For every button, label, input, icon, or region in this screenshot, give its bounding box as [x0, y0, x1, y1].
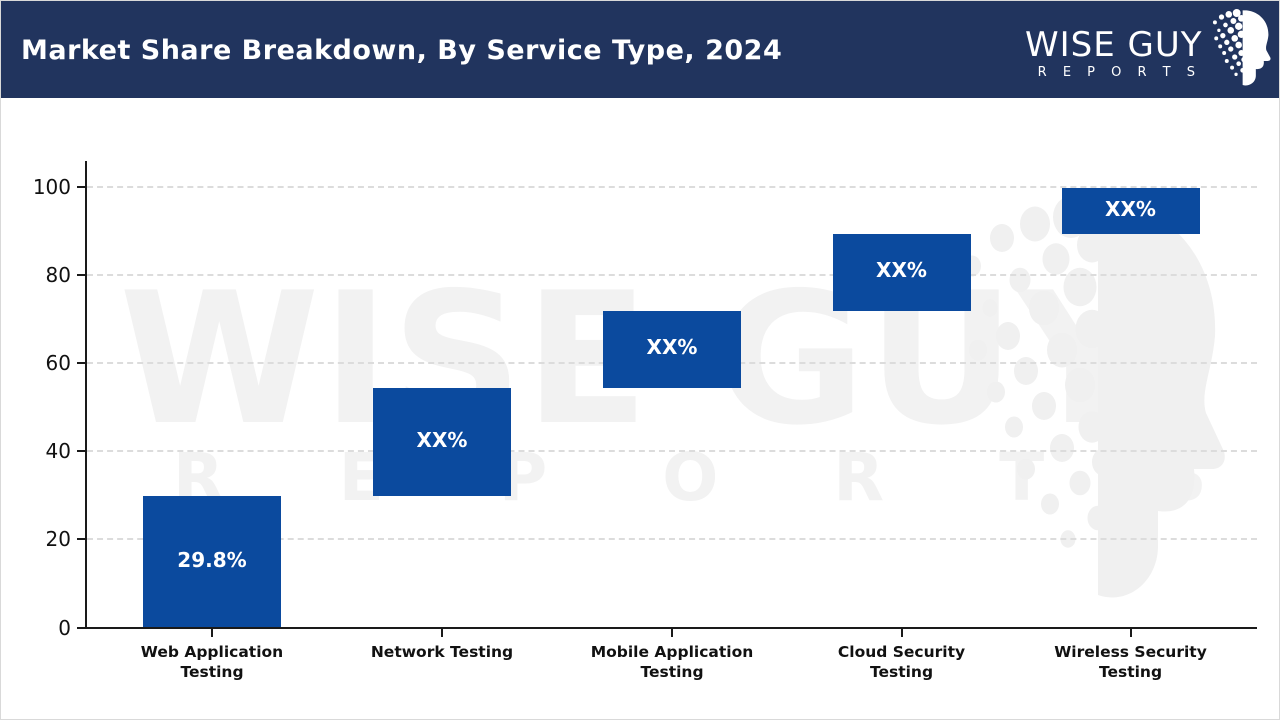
x-axis-category-line: Testing	[1098, 663, 1163, 681]
x-axis-category-line: Cloud Security	[837, 643, 966, 661]
x-axis-category-label: Web Application Testing	[96, 642, 328, 682]
y-axis-tick-label: 80	[45, 263, 71, 288]
x-axis-category-line: Testing	[640, 663, 704, 681]
y-axis-tick-label: 60	[45, 351, 71, 376]
x-axis-line	[85, 627, 1257, 629]
x-axis-category-line: Web Application	[140, 643, 284, 661]
y-axis-tick	[77, 186, 86, 188]
page-title: Market Share Breakdown, By Service Type,…	[21, 35, 783, 66]
x-axis-category-label: Network Testing	[326, 642, 558, 662]
y-axis-tick	[77, 626, 86, 629]
bar	[832, 233, 971, 311]
x-axis-tick	[211, 629, 213, 637]
bar	[143, 496, 281, 628]
x-axis-tick	[1129, 629, 1132, 637]
x-axis-category-line: Mobile Application	[590, 643, 754, 661]
bar	[1061, 187, 1200, 234]
bar-value-label: XX%	[646, 335, 698, 360]
y-axis-tick-label: 100	[32, 175, 71, 199]
x-axis-category-line: Testing	[869, 663, 934, 681]
watermark-head-icon	[963, 196, 1225, 598]
gridline	[87, 538, 1257, 541]
bar-value-label: XX%	[876, 258, 927, 283]
brand-logo-subtext: R E P O R T S	[1037, 65, 1201, 80]
x-axis-tick	[671, 629, 673, 637]
x-axis-tick	[441, 629, 443, 637]
brand-logo: WISE GUY R E P O R T S	[1025, 7, 1273, 93]
x-axis-category-line: Network Testing	[370, 643, 514, 661]
y-axis-tick-label: 40	[45, 439, 71, 464]
y-axis-tick	[77, 362, 86, 365]
x-axis-category-line: Testing	[180, 663, 244, 681]
header: Market Share Breakdown, By Service Type,…	[1, 1, 1279, 98]
gridline	[87, 450, 1257, 453]
x-axis-category-line: Wireless Security	[1054, 643, 1207, 661]
y-axis-tick	[77, 450, 86, 453]
y-axis-tick-label: 0	[58, 615, 71, 640]
gridline	[87, 274, 1257, 277]
x-axis-category-label: Cloud Security Testing	[786, 642, 1018, 682]
brand-head-icon	[1212, 9, 1271, 86]
bar-value-label: XX%	[416, 428, 468, 453]
y-axis-tick-label: 20	[45, 527, 71, 552]
y-axis-tick	[77, 274, 86, 277]
y-axis-tick	[77, 538, 86, 541]
bar-value-label: XX%	[1105, 196, 1156, 221]
y-axis-line	[85, 161, 87, 629]
bar	[373, 387, 511, 497]
brand-logo-wordmark: WISE GUY	[1025, 25, 1203, 65]
bar-value-label: 29.8%	[177, 547, 247, 572]
x-axis-category-label: Wireless Security Testing	[1015, 642, 1247, 682]
x-axis-category-label: Mobile Application Testing	[556, 642, 788, 682]
x-axis-tick	[900, 629, 903, 637]
gridline	[87, 186, 1257, 188]
bar	[603, 310, 741, 388]
